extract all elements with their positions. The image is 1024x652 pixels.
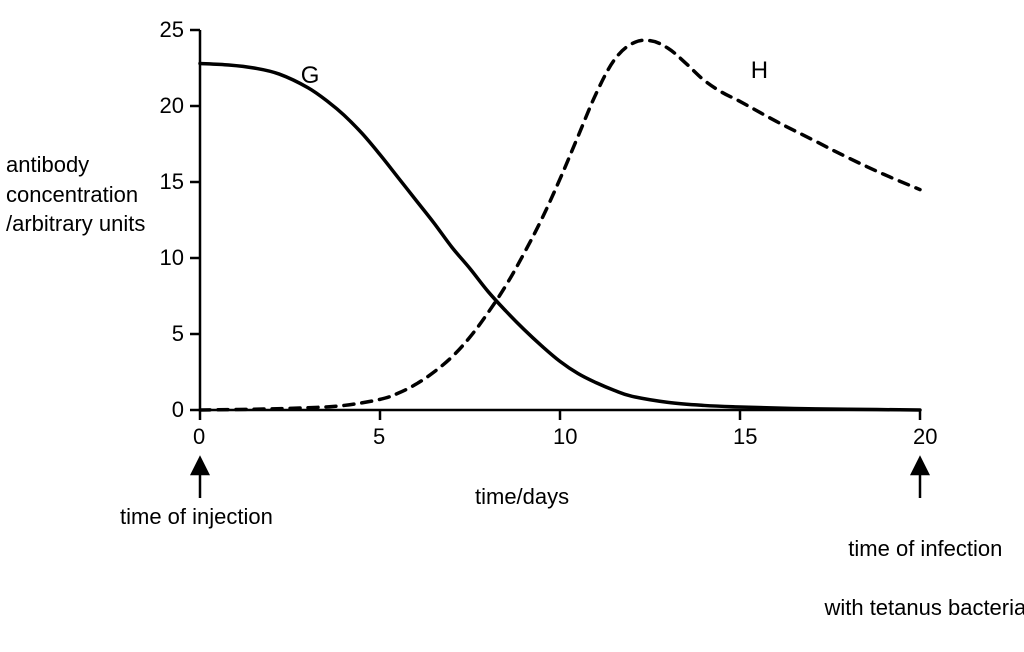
x-tick-label: 10	[553, 424, 577, 450]
x-tick-label: 0	[193, 424, 205, 450]
infection-time-label-line2: with tetanus bacteria	[824, 595, 1024, 620]
y-tick-label: 25	[160, 17, 184, 43]
y-tick-label: 10	[160, 245, 184, 271]
y-axis-label: antibody concentration /arbitrary units	[6, 150, 145, 239]
y-tick-label: 5	[172, 321, 184, 347]
series-h	[200, 40, 920, 410]
x-axis-label: time/days	[475, 484, 569, 510]
y-tick-label: 15	[160, 169, 184, 195]
series-label-h: H	[751, 57, 768, 85]
chart-container: antibody concentration /arbitrary units …	[0, 0, 1024, 598]
infection-time-label: time of infection with tetanus bacteria	[800, 504, 1024, 652]
x-tick-label: 15	[733, 424, 757, 450]
series-label-g: G	[301, 62, 320, 90]
injection-time-label: time of injection	[120, 504, 273, 530]
x-tick-label: 20	[913, 424, 937, 450]
series-g	[200, 63, 920, 410]
infection-arrowhead	[912, 458, 928, 474]
y-tick-label: 0	[172, 397, 184, 423]
injection-arrowhead	[192, 458, 208, 474]
infection-time-label-line1: time of infection	[848, 536, 1002, 561]
x-tick-label: 5	[373, 424, 385, 450]
y-tick-label: 20	[160, 93, 184, 119]
